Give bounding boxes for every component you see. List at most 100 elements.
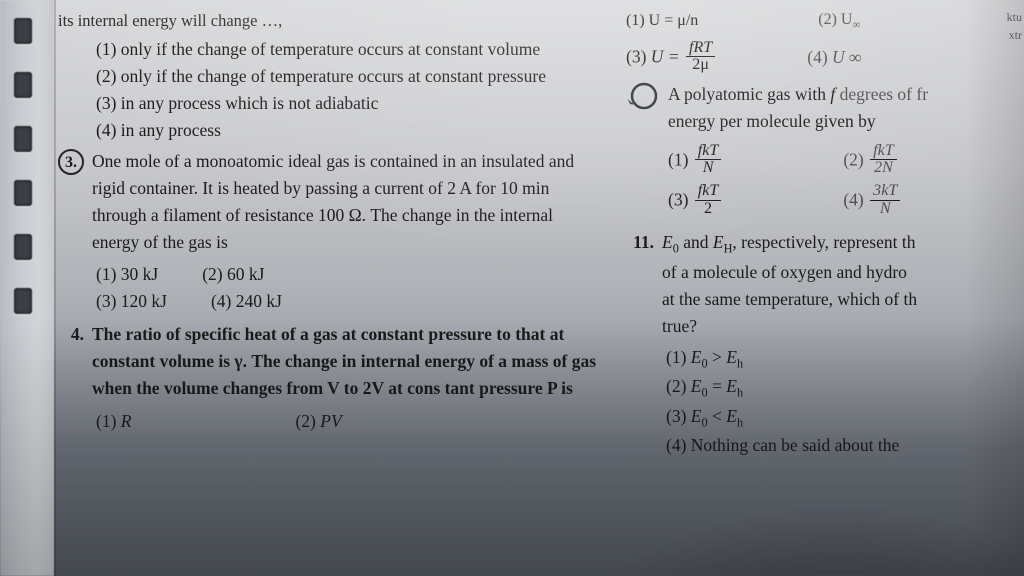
- q11-opt-4: (4) Nothing can be said about the: [662, 432, 1016, 459]
- prev-opt-2: (2) U∞: [818, 8, 860, 35]
- q2-option-list: (1) only if the change of temperature oc…: [92, 36, 598, 145]
- q2-opt-3: (3) in any process which is not adiabati…: [92, 90, 598, 117]
- spine-hole: [14, 180, 32, 206]
- prev-opt-4-label: (4): [807, 47, 827, 67]
- q3-opt-4-text: 240 kJ: [236, 291, 282, 311]
- q4-opt-2-text: PV: [320, 411, 341, 431]
- spine-hole: [14, 18, 32, 44]
- q2-opt-4: (4) in any process: [92, 117, 598, 144]
- q10-opt-3-label: (3): [668, 190, 688, 210]
- q3-opt-3: (3) 120 kJ: [92, 288, 167, 315]
- blank-qno: [58, 36, 92, 145]
- q2-options: (1) only if the change of temperature oc…: [58, 36, 598, 145]
- q11-body: E0 and EH, respectively, represent th of…: [662, 229, 1016, 459]
- prev-opt-2-text: (2) U: [818, 11, 852, 28]
- q4-body: The ratio of specific heat of a gas at c…: [92, 321, 598, 436]
- q2-opt-1-text: only if the change of temperature occurs…: [121, 39, 540, 59]
- q11-text: E0 and EH, respectively, represent th of…: [662, 232, 917, 336]
- q11-number: 11.: [626, 229, 662, 459]
- prev-opt-4: (4) U ∞: [807, 44, 861, 71]
- q2-opt-4-text: in any process: [121, 120, 221, 140]
- q10-opt-1-den: N: [700, 160, 717, 177]
- q10-opt-1-label: (1): [668, 149, 688, 169]
- q10-opt-1: (1) fkT N: [668, 144, 723, 179]
- prev-opt-3-frac: fRT 2μ: [686, 40, 715, 75]
- q3-opt-2-text: 60 kJ: [227, 264, 264, 284]
- prev-opt-3-num: fRT: [686, 40, 715, 58]
- q10-body: 10. A polyatomic gas with f degrees of f…: [668, 81, 1016, 225]
- q10-opt-3: (3) fkT 2: [668, 184, 723, 219]
- q3-opt-1-text: 30 kJ: [121, 264, 158, 284]
- q11-option-list: (1) E0 > Eh (2) E0 = Eh (3) E0 < Eh (4) …: [662, 344, 1016, 460]
- q10-opt-4-label: (4): [843, 190, 863, 210]
- q11-opt-1: (1) E0 > Eh: [662, 344, 1016, 373]
- q10-opt-2-den: 2N: [871, 160, 896, 177]
- q4-opt-1: (1) R: [92, 408, 131, 435]
- q4-opt-2: (2) PV: [291, 408, 341, 435]
- q2-opt-1: (1) only if the change of temperature oc…: [92, 36, 598, 63]
- textbook-page: its internal energy will change …, (1) o…: [0, 0, 1024, 576]
- q10-opt-row-1: (1) fkT N (2) fkT 2N: [668, 144, 1016, 179]
- prev-opt-2-sub: ∞: [852, 19, 860, 31]
- prev-opt-3: (3) U = fRT 2μ: [626, 41, 717, 76]
- prev-q-fragment-row1: (1) U = μ/n (2) U∞: [626, 8, 1016, 35]
- two-column-layout: its internal energy will change …, (1) o…: [58, 8, 1016, 568]
- prev-q-fragment-row2: (3) U = fRT 2μ (4) U ∞: [626, 41, 1016, 76]
- edge-label-ktu: ktu: [1007, 8, 1022, 27]
- prev-opt-4-text: U ∞: [832, 47, 862, 67]
- right-column: (1) U = μ/n (2) U∞ (3) U = fRT 2μ (4) U …: [626, 8, 1016, 568]
- q4-opt-row: (1) R (2) PV: [92, 408, 598, 435]
- q3-opt-row-1: (1) 30 kJ (2) 60 kJ: [92, 261, 598, 288]
- q3-opt-2: (2) 60 kJ: [198, 261, 264, 288]
- prev-opt-3-label: (3): [626, 46, 646, 66]
- q10-opt-4-num: 3kT: [870, 183, 900, 201]
- q2-opt-2: (2) only if the change of temperature oc…: [92, 63, 598, 90]
- q3-opt-4: (4) 240 kJ: [207, 288, 282, 315]
- q10-opt-1-num: fkT: [695, 143, 722, 161]
- page-fold: [54, 0, 56, 576]
- prev-opt-3-lhs: U =: [651, 46, 680, 66]
- q10-opt-1-frac: fkT N: [695, 143, 722, 178]
- q10-opt-row-2: (3) fkT 2 (4) 3kT N: [668, 184, 1016, 219]
- q10-opt-2: (2) fkT 2N: [843, 144, 898, 179]
- q11-opt-3: (3) E0 < Eh: [662, 403, 1016, 432]
- q10-opt-2-num: fkT: [870, 143, 897, 161]
- fragment-top: its internal energy will change …,: [58, 8, 598, 34]
- q11-opt-4-text: Nothing can be said about the: [691, 435, 900, 455]
- q3-text: One mole of a monoatomic ideal gas is co…: [92, 151, 574, 252]
- q10-opt-3-den: 2: [701, 201, 715, 218]
- q10-opt-4: (4) 3kT N: [843, 184, 902, 219]
- spine-hole: [14, 126, 32, 152]
- q10-number-wrap: [626, 81, 668, 225]
- q10-opt-4-den: N: [877, 201, 894, 218]
- q10-text-b: degrees of fr: [835, 84, 928, 104]
- q3-body: One mole of a monoatomic ideal gas is co…: [92, 148, 598, 315]
- q10-opt-2-frac: fkT 2N: [870, 143, 897, 178]
- prev-opt-1: (1) U = μ/n: [626, 9, 698, 34]
- q3-number: 3.: [58, 148, 92, 315]
- notebook-spine: [0, 0, 54, 576]
- prev-opt-3-den: 2μ: [689, 57, 712, 74]
- q3-opt-row-2: (3) 120 kJ (4) 240 kJ: [92, 288, 598, 315]
- prev-opt-1-text: (1) U = μ/n: [626, 12, 698, 29]
- spine-hole: [14, 72, 32, 98]
- q10-opt-2-label: (2): [843, 149, 863, 169]
- q3-opt-1: (1) 30 kJ: [92, 261, 158, 288]
- q10-opt-3-frac: fkT 2: [695, 183, 722, 218]
- q10-opt-3-num: fkT: [695, 183, 722, 201]
- question-11: 11. E0 and EH, respectively, represent t…: [626, 229, 1016, 459]
- q4-number: 4.: [58, 321, 92, 436]
- spine-hole: [14, 234, 32, 260]
- edge-label-xtr: xtr: [1009, 26, 1022, 45]
- question-4: 4. The ratio of specific heat of a gas a…: [58, 321, 598, 436]
- q3-number-circled: 3.: [58, 149, 84, 175]
- q4-opt-1-text: R: [121, 411, 132, 431]
- q2-opt-2-text: only if the change of temperature occurs…: [121, 66, 546, 86]
- left-column: its internal energy will change …, (1) o…: [58, 8, 598, 568]
- q4-text: The ratio of specific heat of a gas at c…: [92, 324, 596, 398]
- question-10: 10. A polyatomic gas with f degrees of f…: [626, 81, 1016, 225]
- q11-opt-2: (2) E0 = Eh: [662, 373, 1016, 402]
- q10-tick-icon: [626, 81, 658, 113]
- question-3: 3. One mole of a monoatomic ideal gas is…: [58, 148, 598, 315]
- q10-text-a: A polyatomic gas with: [668, 84, 830, 104]
